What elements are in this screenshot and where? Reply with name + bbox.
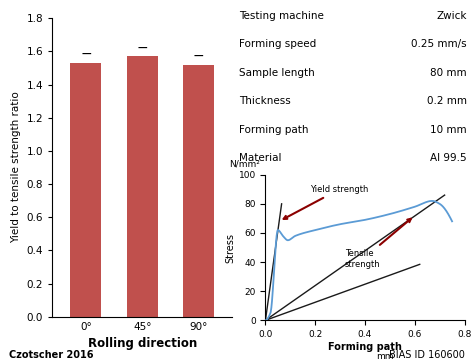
Y-axis label: Yield to tensile strength ratio: Yield to tensile strength ratio <box>11 92 21 243</box>
Text: Material: Material <box>239 153 282 163</box>
Text: 0.2 mm: 0.2 mm <box>427 96 467 106</box>
Text: Tensile
strength: Tensile strength <box>345 219 411 269</box>
X-axis label: Rolling direction: Rolling direction <box>88 337 197 350</box>
X-axis label: Forming path: Forming path <box>328 342 402 352</box>
Bar <box>71 63 101 317</box>
Text: Yield strength: Yield strength <box>283 185 369 219</box>
Text: 80 mm: 80 mm <box>430 68 467 78</box>
Text: −: − <box>192 49 204 63</box>
Text: Czotscher 2016: Czotscher 2016 <box>9 351 94 360</box>
Text: Al 99.5: Al 99.5 <box>430 153 467 163</box>
Bar <box>183 65 214 317</box>
Text: 10 mm: 10 mm <box>430 125 467 135</box>
Bar <box>127 56 158 317</box>
Text: Zwick: Zwick <box>437 11 467 21</box>
Text: −: − <box>80 47 92 61</box>
Y-axis label: Stress: Stress <box>226 233 236 262</box>
Text: Sample length: Sample length <box>239 68 315 78</box>
Text: Testing machine: Testing machine <box>239 11 324 21</box>
Text: Forming speed: Forming speed <box>239 39 317 50</box>
Text: BIAS ID 160600: BIAS ID 160600 <box>389 351 465 360</box>
Text: Forming path: Forming path <box>239 125 309 135</box>
Text: −: − <box>137 41 148 55</box>
Text: Thickness: Thickness <box>239 96 291 106</box>
Text: 0.25 mm/s: 0.25 mm/s <box>411 39 467 50</box>
Text: N/mm²: N/mm² <box>229 160 261 169</box>
Text: mm: mm <box>376 352 393 361</box>
